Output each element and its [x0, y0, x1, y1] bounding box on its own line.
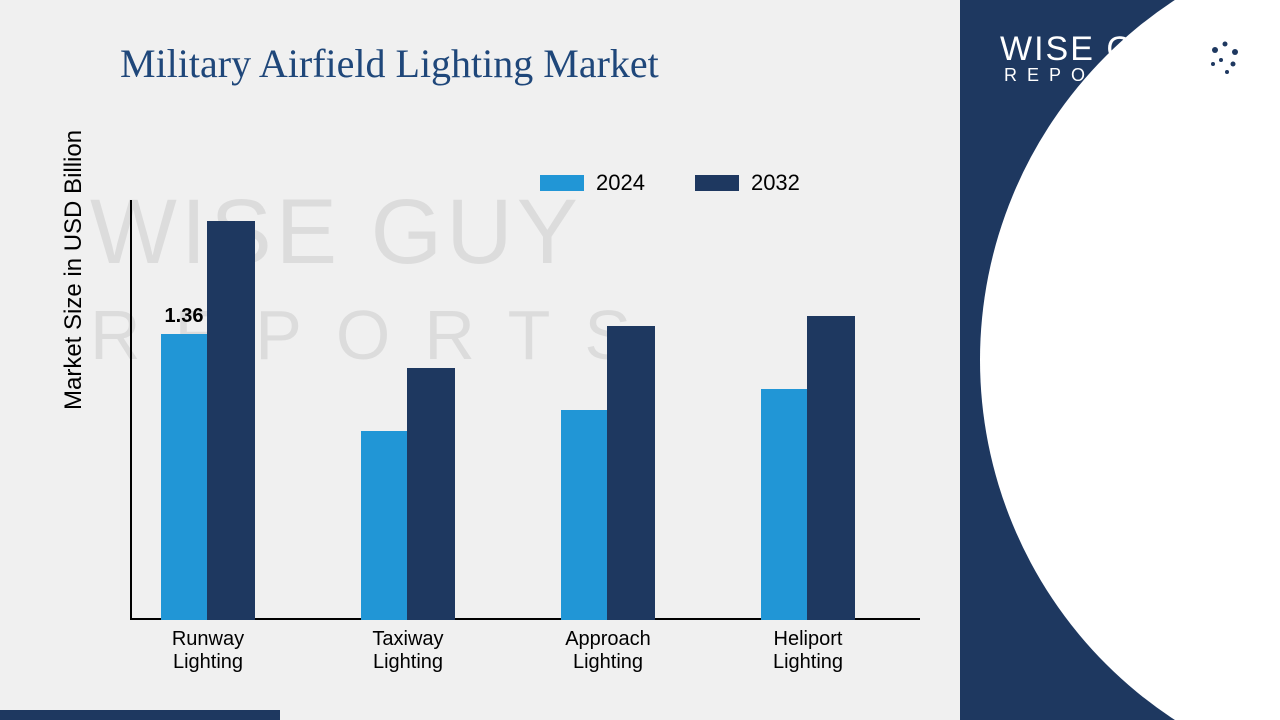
y-axis — [130, 200, 132, 620]
bar-2032 — [407, 368, 455, 620]
bar-2032 — [807, 316, 855, 621]
bar-group — [360, 368, 456, 620]
bar-group — [760, 316, 856, 621]
footer-accent-bar — [0, 710, 280, 720]
brand-logo: WISE GUY REPORTS — [1000, 30, 1250, 86]
legend-item-2024: 2024 — [540, 170, 645, 196]
legend-swatch-2032 — [695, 175, 739, 191]
chart-title: Military Airfield Lighting Market — [120, 40, 659, 87]
side-circle — [980, 0, 1280, 720]
x-category-label: TaxiwayLighting — [338, 628, 478, 674]
side-band — [960, 0, 1280, 720]
brain-head-icon — [1195, 30, 1250, 100]
bar-2024 — [761, 389, 809, 620]
bar-2032 — [607, 326, 655, 620]
y-axis-label: Market Size in USD Billion — [60, 130, 88, 410]
legend: 2024 2032 — [540, 170, 800, 196]
x-category-label: RunwayLighting — [138, 628, 278, 674]
bar-2024 — [561, 410, 609, 620]
x-category-label: ApproachLighting — [538, 628, 678, 674]
bar-2024 — [161, 334, 209, 620]
legend-label-2024: 2024 — [596, 170, 645, 196]
legend-label-2032: 2032 — [751, 170, 800, 196]
bar-2032 — [207, 221, 255, 620]
x-category-label: HeliportLighting — [738, 628, 878, 674]
bar-group — [160, 221, 256, 620]
legend-swatch-2024 — [540, 175, 584, 191]
bar-group — [560, 326, 656, 620]
plot-area: 1.36RunwayLightingTaxiwayLightingApproac… — [130, 200, 920, 620]
legend-item-2032: 2032 — [695, 170, 800, 196]
page-root: WISE GUY REPORTS WISE GUY REPORTS Milita… — [0, 0, 1280, 720]
bar-2024 — [361, 431, 409, 620]
